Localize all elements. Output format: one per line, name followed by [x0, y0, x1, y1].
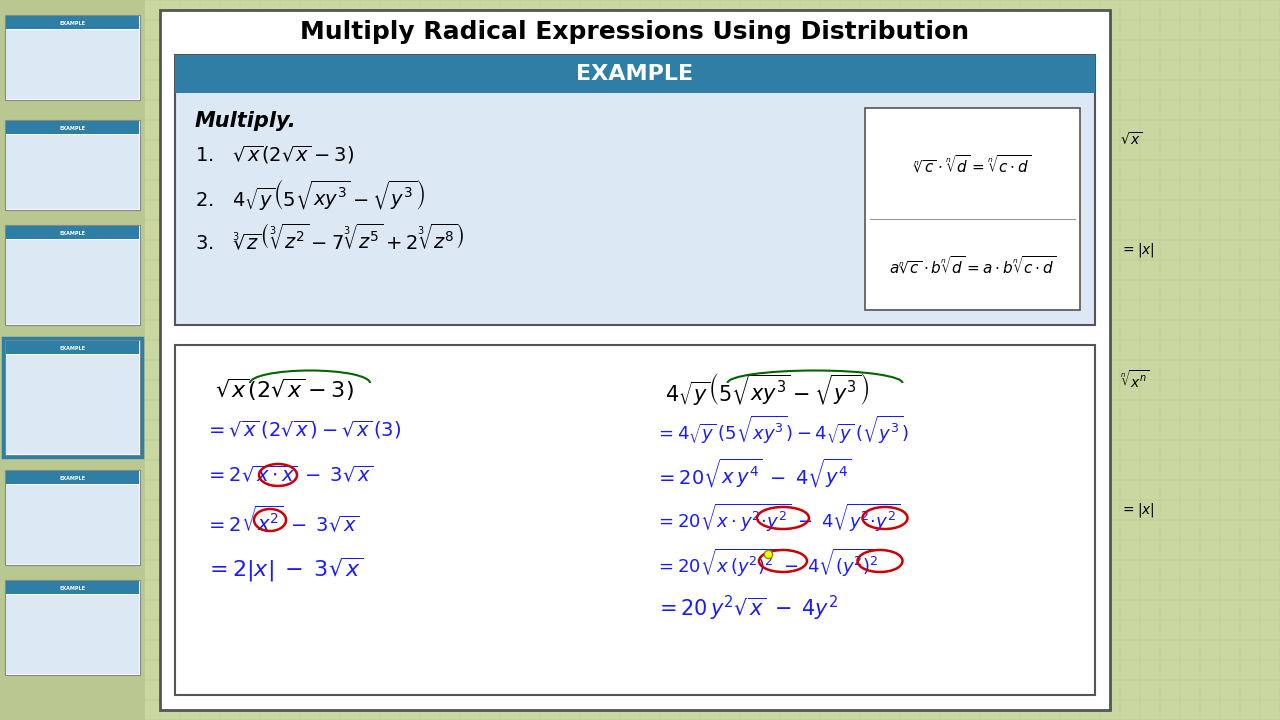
Text: $=20\sqrt{x\cdot y^2\!\cdot\! y^2}\;-\;4\sqrt{y^2\!\cdot\! y^2}$: $=20\sqrt{x\cdot y^2\!\cdot\! y^2}\;-\;4…: [655, 502, 900, 534]
Bar: [160, 10, 1110, 710]
Bar: [5, 580, 140, 675]
Bar: [6, 135, 140, 209]
Text: $=\sqrt{x}\,(2\sqrt{x})-\sqrt{x}\,(3)$: $=\sqrt{x}\,(2\sqrt{x})-\sqrt{x}\,(3)$: [205, 419, 402, 441]
Bar: [3, 338, 142, 457]
Text: $=20\,y^2\sqrt{x}\;-\;4y^2$: $=20\,y^2\sqrt{x}\;-\;4y^2$: [655, 593, 838, 623]
Bar: [6, 341, 140, 354]
Bar: [6, 581, 140, 594]
Text: Multiply.: Multiply.: [195, 111, 297, 131]
Bar: [5, 470, 140, 565]
Text: $=4\sqrt{y}\,(5\sqrt{xy^3})-4\sqrt{y}\,(\sqrt{y^3})$: $=4\sqrt{y}\,(5\sqrt{xy^3})-4\sqrt{y}\,(…: [655, 414, 909, 446]
Text: $=20\sqrt{x\,(y^2)^2}\;-\;4\sqrt{(y^2)^2}$: $=20\sqrt{x\,(y^2)^2}\;-\;4\sqrt{(y^2)^2…: [655, 546, 882, 579]
Bar: [175, 55, 1094, 325]
Text: $=20\sqrt{x\,y^4}\;-\;4\sqrt{y^4}$: $=20\sqrt{x\,y^4}\;-\;4\sqrt{y^4}$: [655, 456, 852, 490]
Bar: [175, 345, 1094, 695]
Text: $\sqrt{x}(2\sqrt{x}-3)$: $\sqrt{x}(2\sqrt{x}-3)$: [215, 377, 353, 403]
Bar: [6, 595, 140, 674]
Bar: [6, 121, 140, 134]
Bar: [175, 55, 1094, 93]
Text: $a\sqrt[n]{c}\cdot b\sqrt[n]{d}=a\cdot b\sqrt[n]{c\cdot d}$: $a\sqrt[n]{c}\cdot b\sqrt[n]{d}=a\cdot b…: [888, 255, 1056, 276]
Text: $=2\sqrt{x\cdot x}\;-\;3\sqrt{x}$: $=2\sqrt{x\cdot x}\;-\;3\sqrt{x}$: [205, 464, 374, 485]
Text: EXAMPLE: EXAMPLE: [59, 125, 86, 130]
Bar: [865, 108, 1080, 310]
Bar: [5, 340, 140, 455]
Text: 2.   $4\sqrt{y}\left(5\sqrt{xy^3}-\sqrt{y^3}\right)$: 2. $4\sqrt{y}\left(5\sqrt{xy^3}-\sqrt{y^…: [195, 177, 425, 212]
Text: 1.   $\sqrt{x}(2\sqrt{x}-3)$: 1. $\sqrt{x}(2\sqrt{x}-3)$: [195, 144, 355, 166]
Text: EXAMPLE: EXAMPLE: [59, 20, 86, 25]
Bar: [5, 15, 140, 100]
Bar: [5, 225, 140, 325]
Text: EXAMPLE: EXAMPLE: [59, 475, 86, 480]
Bar: [6, 16, 140, 29]
Bar: [0, 0, 145, 720]
Text: $=|x|$: $=|x|$: [1120, 501, 1155, 519]
Bar: [5, 120, 140, 210]
Text: $=2\sqrt{x^2}\;-\;3\sqrt{x}$: $=2\sqrt{x^2}\;-\;3\sqrt{x}$: [205, 505, 360, 536]
Text: $=|x|$: $=|x|$: [1120, 241, 1155, 259]
Text: $4\sqrt{y}\left(5\sqrt{xy^3}-\sqrt{y^3}\right)$: $4\sqrt{y}\left(5\sqrt{xy^3}-\sqrt{y^3}\…: [666, 372, 869, 408]
Text: $=2|x|\;-\;3\sqrt{x}$: $=2|x|\;-\;3\sqrt{x}$: [205, 556, 364, 584]
Text: EXAMPLE: EXAMPLE: [59, 585, 86, 590]
Bar: [6, 240, 140, 324]
Text: 3.   $\sqrt[3]{z}\left(\sqrt[3]{z^2}-7\sqrt[3]{z^5}+2\sqrt[3]{z^8}\right)$: 3. $\sqrt[3]{z}\left(\sqrt[3]{z^2}-7\sqr…: [195, 222, 465, 253]
Text: $\sqrt{x}$: $\sqrt{x}$: [1120, 132, 1143, 148]
Bar: [6, 355, 140, 454]
Bar: [6, 226, 140, 239]
Text: Multiply Radical Expressions Using Distribution: Multiply Radical Expressions Using Distr…: [301, 20, 969, 44]
Bar: [6, 485, 140, 564]
Text: $\sqrt[n]{c}\cdot\sqrt[n]{d}=\sqrt[n]{c\cdot d}$: $\sqrt[n]{c}\cdot\sqrt[n]{d}=\sqrt[n]{c\…: [914, 153, 1032, 176]
Bar: [6, 30, 140, 99]
Text: $\sqrt[n]{x^n}$: $\sqrt[n]{x^n}$: [1120, 369, 1149, 391]
Text: EXAMPLE: EXAMPLE: [59, 230, 86, 235]
Text: EXAMPLE: EXAMPLE: [59, 346, 86, 351]
Text: EXAMPLE: EXAMPLE: [576, 64, 694, 84]
Bar: [6, 471, 140, 484]
